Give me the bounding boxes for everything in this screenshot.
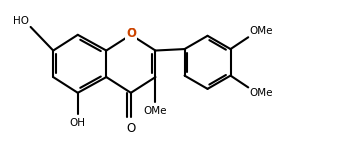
- Text: O: O: [126, 27, 136, 40]
- Text: OMe: OMe: [249, 88, 273, 98]
- Text: HO: HO: [13, 16, 29, 26]
- Text: OH: OH: [70, 118, 86, 128]
- Text: OMe: OMe: [249, 26, 273, 36]
- Text: O: O: [126, 122, 135, 135]
- Text: O: O: [126, 27, 136, 40]
- Text: OMe: OMe: [144, 106, 167, 116]
- Bar: [125, 29, 137, 41]
